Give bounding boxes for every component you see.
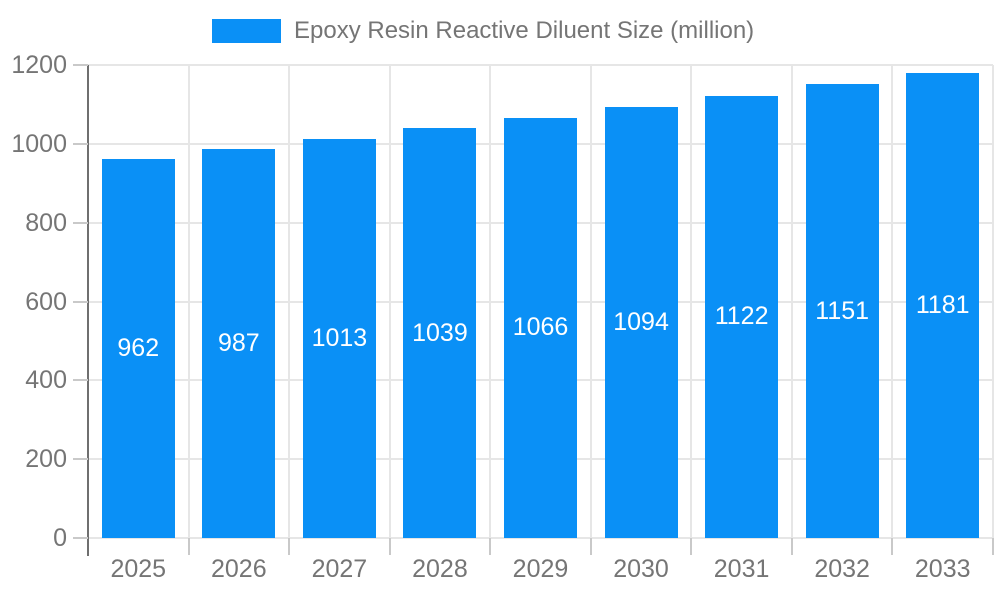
legend-swatch (212, 19, 281, 43)
x-tick-mark (790, 538, 793, 555)
gridline-v (388, 65, 391, 538)
x-tick-mark (288, 538, 291, 555)
x-tick-mark (690, 538, 693, 555)
gridline-v (992, 65, 994, 538)
bar-value-label: 987 (217, 328, 260, 357)
x-tick-mark (891, 538, 894, 555)
bar-value-label: 1094 (613, 307, 669, 336)
x-tick-label: 2029 (512, 555, 569, 583)
bar-value-label: 1039 (412, 318, 468, 347)
bar-2025[interactable]: 962 (101, 158, 175, 538)
bar-2033[interactable]: 1181 (906, 72, 980, 538)
x-tick-label: 2025 (110, 555, 167, 583)
gridline-v (589, 65, 592, 538)
bar-2026[interactable]: 987 (202, 148, 276, 538)
x-tick-mark (992, 538, 994, 555)
x-tick-label: 2026 (211, 555, 267, 583)
legend-item[interactable]: Epoxy Resin Reactive Diluent Size (milli… (212, 18, 754, 44)
gridline-h (88, 537, 993, 539)
y-tick-mark (73, 458, 88, 461)
x-tick-label: 2027 (311, 555, 368, 583)
bar-2027[interactable]: 1013 (302, 138, 376, 538)
y-tick-label: 0 (53, 524, 67, 552)
y-tick-label: 1000 (11, 129, 67, 158)
gridline-v (690, 65, 693, 538)
bar-value-label: 1122 (714, 302, 769, 331)
plot-area: 962 987 1013 1039 1066 1094 1122 1151 1181 (88, 64, 994, 539)
legend-label: Epoxy Resin Reactive Diluent Size (milli… (294, 17, 755, 44)
x-tick-mark (187, 538, 190, 555)
gridline-v (288, 65, 291, 538)
bar-value-label: 1181 (915, 290, 970, 319)
bar-value-label: 1066 (512, 313, 569, 342)
bar-2031[interactable]: 1122 (705, 95, 779, 538)
x-tick-label: 2031 (713, 555, 770, 583)
gridline-v (790, 65, 793, 538)
y-tick-mark (73, 221, 88, 224)
x-tick-label: 2030 (613, 555, 669, 583)
y-tick-label: 400 (25, 366, 67, 395)
x-tick-label: 2028 (412, 555, 468, 583)
gridline-v (489, 65, 492, 538)
x-tick-label: 2033 (914, 555, 971, 583)
gridline-h (88, 64, 993, 66)
y-tick-mark (73, 300, 88, 303)
bar-value-label: 962 (117, 333, 160, 362)
y-tick-mark (73, 379, 88, 382)
x-tick-mark (388, 538, 391, 555)
x-tick-mark (589, 538, 592, 555)
y-tick-mark (73, 537, 88, 539)
gridline-v (187, 65, 190, 538)
y-axis-line (87, 65, 89, 556)
y-tick-label: 800 (25, 208, 67, 237)
bar-2030[interactable]: 1094 (604, 106, 678, 538)
y-tick-mark (73, 64, 88, 66)
bar-value-label: 1151 (815, 296, 870, 325)
bar-value-label: 1013 (311, 323, 368, 352)
x-tick-mark (489, 538, 492, 555)
bar-2028[interactable]: 1039 (403, 128, 477, 538)
bar-2032[interactable]: 1151 (805, 84, 879, 538)
y-tick-label: 1200 (11, 51, 67, 79)
bar-2029[interactable]: 1066 (504, 117, 577, 538)
x-tick-label: 2032 (814, 555, 870, 583)
y-tick-label: 600 (25, 287, 67, 316)
y-tick-label: 200 (25, 445, 67, 474)
gridline-v (891, 65, 894, 538)
y-tick-mark (73, 142, 88, 145)
